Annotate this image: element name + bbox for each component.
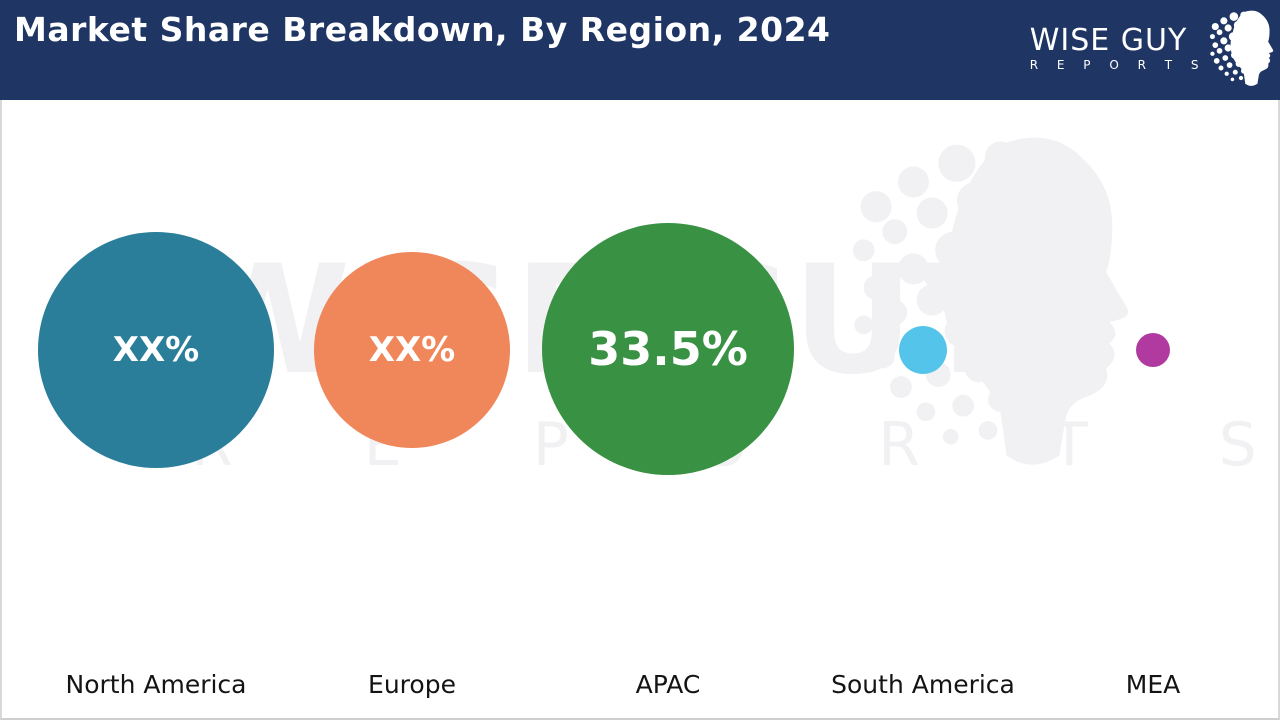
header: Market Share Breakdown, By Region, 2024 … [0, 0, 1280, 100]
category-label-south-america: South America [831, 670, 1015, 699]
bubble-value-north-america: XX% [112, 330, 200, 370]
wise-guy-logo: WISE GUY R E P O R T S [1030, 2, 1274, 94]
logo-wordmark: WISE GUY [1029, 23, 1188, 58]
wise-guy-head-icon [1209, 10, 1274, 86]
bubble-mea [1136, 333, 1170, 367]
category-label-mea: MEA [1125, 670, 1181, 699]
page-title: Market Share Breakdown, By Region, 2024 [14, 10, 831, 49]
category-label-north-america: North America [65, 670, 247, 699]
watermark-head-icon [852, 137, 1129, 465]
bubble-north-america: XX% [38, 232, 274, 468]
bubble-value-apac: 33.5% [588, 322, 748, 376]
chart-area: WISE GUY R E P O R T S XX% XX% 33.5% Nor… [0, 100, 1280, 720]
category-label-europe: Europe [368, 670, 456, 699]
bubble-apac: 33.5% [542, 223, 794, 475]
category-label-apac: APAC [635, 670, 701, 699]
bubble-value-europe: XX% [368, 330, 456, 370]
logo-subtitle: R E P O R T S [1029, 58, 1206, 72]
bubble-europe: XX% [314, 252, 510, 448]
bubble-south-america [899, 326, 947, 374]
logo-text: WISE GUY R E P O R T S [1030, 24, 1206, 72]
